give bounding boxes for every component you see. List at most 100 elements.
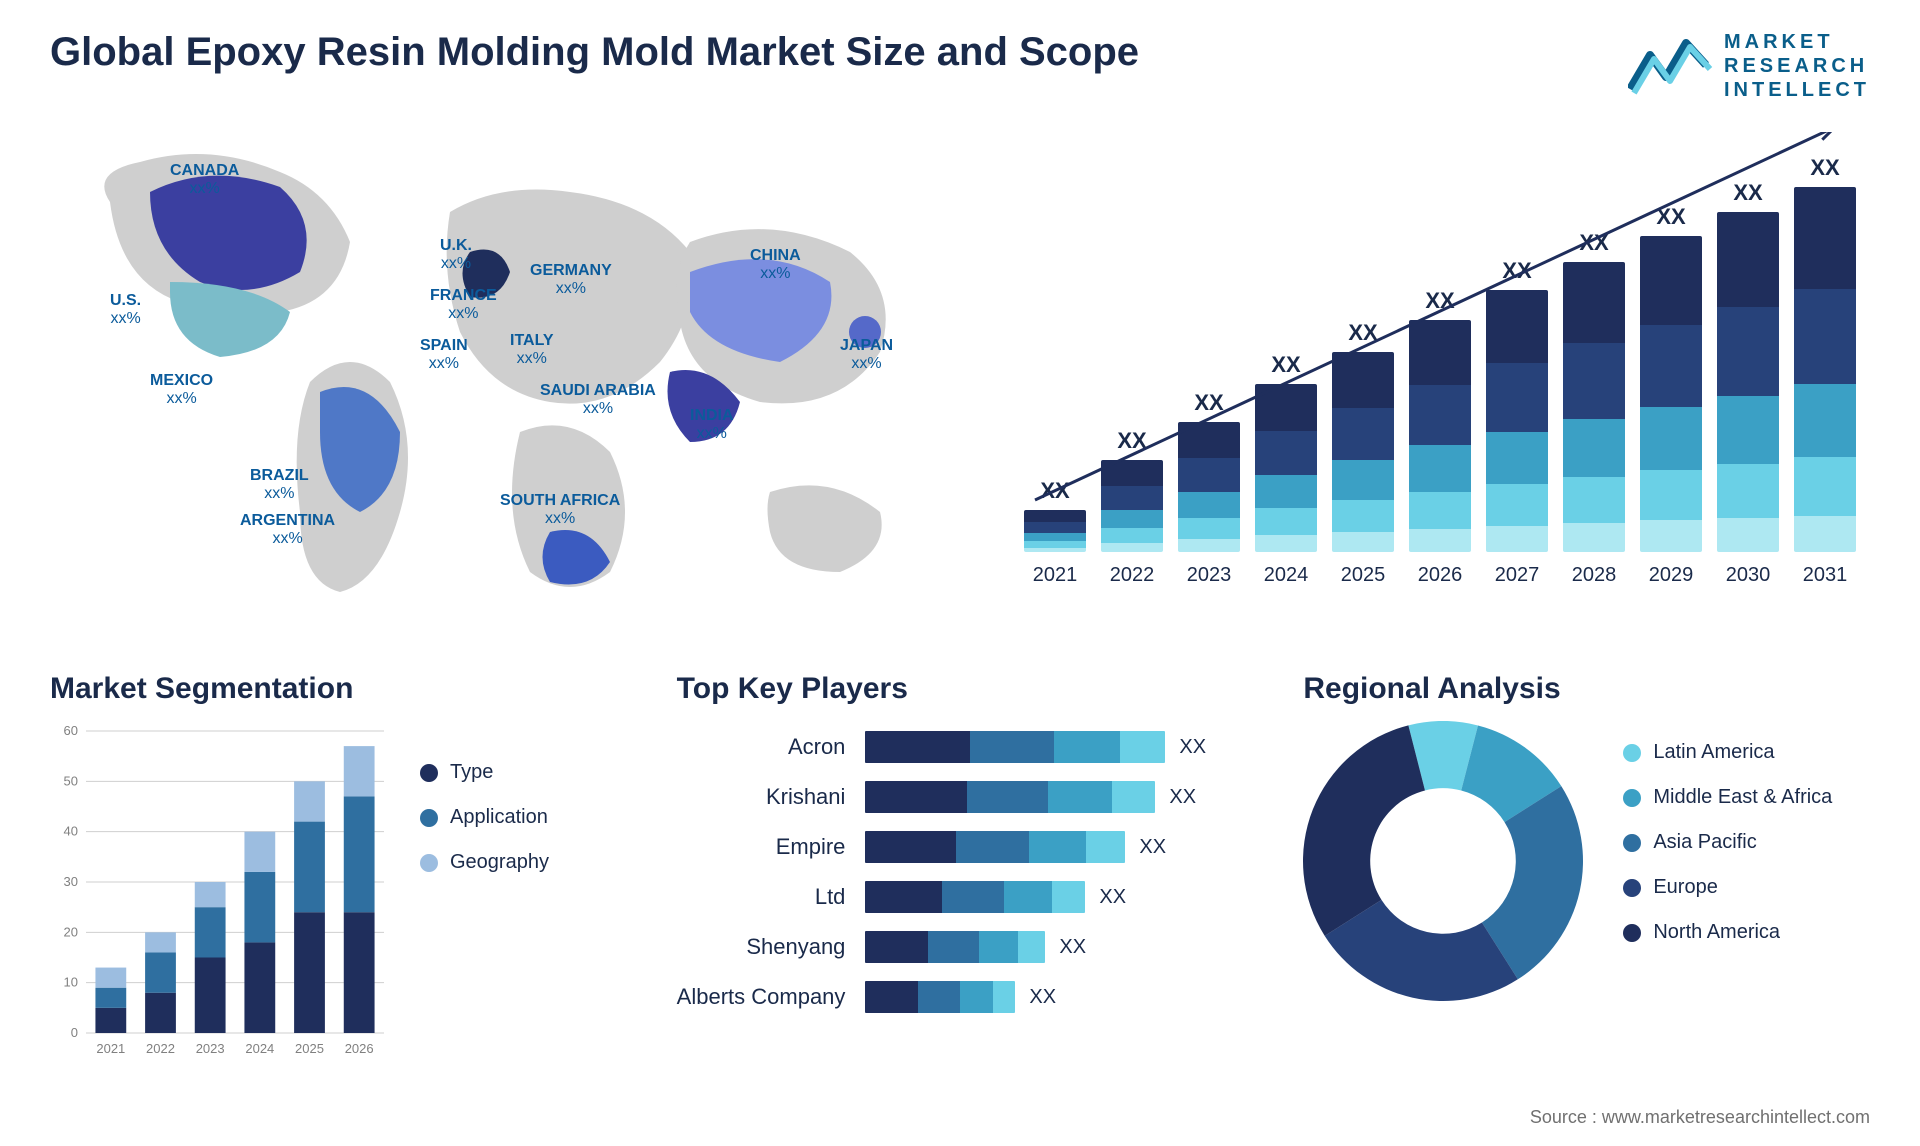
stacked-bar — [1332, 352, 1394, 552]
segmentation-legend: Type Application Geography — [420, 721, 549, 1102]
x-axis-label: 2022 — [1097, 564, 1167, 587]
bar-segment — [1029, 831, 1086, 863]
svg-text:2026: 2026 — [345, 1041, 374, 1056]
legend-label: Type — [450, 761, 493, 784]
map-country-label: ARGENTINAxx% — [240, 512, 335, 547]
player-bar — [865, 931, 1045, 963]
legend-swatch-icon — [1623, 924, 1641, 942]
bar-segment — [1640, 470, 1702, 521]
x-axis-label: 2026 — [1405, 564, 1475, 587]
svg-text:50: 50 — [64, 773, 78, 788]
bar-segment — [918, 981, 960, 1013]
bar-segment — [1178, 518, 1240, 539]
map-country-label: SOUTH AFRICAxx% — [500, 492, 620, 527]
players-panel: Top Key Players AcronKrishaniEmpireLtdSh… — [677, 672, 1244, 1102]
regional-donut-chart — [1303, 721, 1583, 1001]
bar-value-label: XX — [1810, 155, 1839, 181]
map-country-label: U.K.xx% — [440, 237, 472, 272]
legend-label: North America — [1653, 921, 1780, 944]
bar-segment — [1178, 539, 1240, 552]
svg-text:2023: 2023 — [196, 1041, 225, 1056]
bar-segment — [960, 981, 993, 1013]
bar-segment — [1563, 419, 1625, 477]
bar-segment — [1332, 352, 1394, 408]
legend-item: North America — [1623, 921, 1832, 944]
stacked-bar — [1486, 290, 1548, 552]
bar-segment — [1178, 492, 1240, 518]
bottom-row: Market Segmentation 01020304050602021202… — [50, 672, 1870, 1102]
bar-segment — [1086, 831, 1125, 863]
map-country-label: BRAZILxx% — [250, 467, 309, 502]
bar-segment — [865, 881, 942, 913]
bar-segment — [1717, 307, 1779, 395]
growth-bar: XX — [1790, 155, 1860, 552]
x-axis-label: 2023 — [1174, 564, 1244, 587]
brand-logo: MARKET RESEARCH INTELLECT — [1628, 30, 1870, 102]
legend-item: Application — [420, 806, 549, 829]
bar-segment — [1486, 432, 1548, 484]
bar-value-label: XX — [1502, 258, 1531, 284]
bar-segment — [865, 931, 928, 963]
player-name: Alberts Company — [677, 981, 846, 1013]
bar-segment — [1717, 396, 1779, 464]
x-axis-label: 2021 — [1020, 564, 1090, 587]
player-name: Empire — [677, 831, 846, 863]
legend-label: Europe — [1653, 876, 1718, 899]
bar-segment — [1024, 541, 1086, 548]
bar-segment — [1409, 385, 1471, 445]
bar-segment — [1120, 731, 1165, 763]
bar-value-label: XX — [1271, 352, 1300, 378]
bar-segment — [1332, 408, 1394, 460]
player-bar — [865, 881, 1085, 913]
bar-segment — [1794, 384, 1856, 457]
bar-segment — [1024, 510, 1086, 522]
logo-line: INTELLECT — [1724, 78, 1870, 102]
bar-value-label: XX — [1117, 428, 1146, 454]
panel-title: Regional Analysis — [1303, 672, 1870, 706]
x-axis-label: 2030 — [1713, 564, 1783, 587]
svg-text:20: 20 — [64, 924, 78, 939]
bar-segment — [1409, 445, 1471, 491]
stacked-bar — [1717, 212, 1779, 552]
bar-segment — [1255, 535, 1317, 552]
player-bar-row: XX — [865, 731, 1243, 763]
bar-segment — [1794, 516, 1856, 553]
bar-segment — [1717, 464, 1779, 518]
bar-segment — [1112, 781, 1156, 813]
map-country-label: MEXICOxx% — [150, 372, 213, 407]
bar-segment — [1101, 486, 1163, 510]
legend-swatch-icon — [420, 764, 438, 782]
bar-segment — [1018, 931, 1045, 963]
svg-text:2025: 2025 — [295, 1041, 324, 1056]
bar-value-label: XX — [1179, 736, 1206, 759]
legend-item: Middle East & Africa — [1623, 786, 1832, 809]
player-bar — [865, 731, 1165, 763]
growth-bar: XX — [1020, 478, 1090, 552]
bar-segment — [1178, 422, 1240, 458]
legend-label: Geography — [450, 851, 549, 874]
panel-title: Market Segmentation — [50, 672, 617, 706]
bar-segment — [1563, 477, 1625, 523]
regional-panel: Regional Analysis Latin America Middle Ea… — [1303, 672, 1870, 1102]
growth-bar: XX — [1713, 180, 1783, 552]
x-axis-label: 2029 — [1636, 564, 1706, 587]
growth-bar: XX — [1174, 390, 1244, 552]
segmentation-bar-chart: 0102030405060202120222023202420252026 — [50, 721, 390, 1061]
growth-bar: XX — [1482, 258, 1552, 552]
bar-segment — [1101, 528, 1163, 543]
bar-value-label: XX — [1139, 836, 1166, 859]
bar-value-label: XX — [1656, 204, 1685, 230]
player-bar-row: XX — [865, 781, 1243, 813]
logo-mark-icon — [1628, 33, 1714, 99]
player-bar — [865, 831, 1125, 863]
bar-value-label: XX — [1029, 986, 1056, 1009]
bar-segment — [1409, 492, 1471, 529]
map-country-label: SAUDI ARABIAxx% — [540, 382, 656, 417]
bar-value-label: XX — [1348, 320, 1377, 346]
stacked-bar — [1794, 187, 1856, 552]
growth-bar: XX — [1251, 352, 1321, 552]
svg-text:0: 0 — [71, 1025, 78, 1040]
legend-item: Latin America — [1623, 741, 1832, 764]
growth-bar: XX — [1328, 320, 1398, 552]
bar-segment — [1409, 529, 1471, 552]
